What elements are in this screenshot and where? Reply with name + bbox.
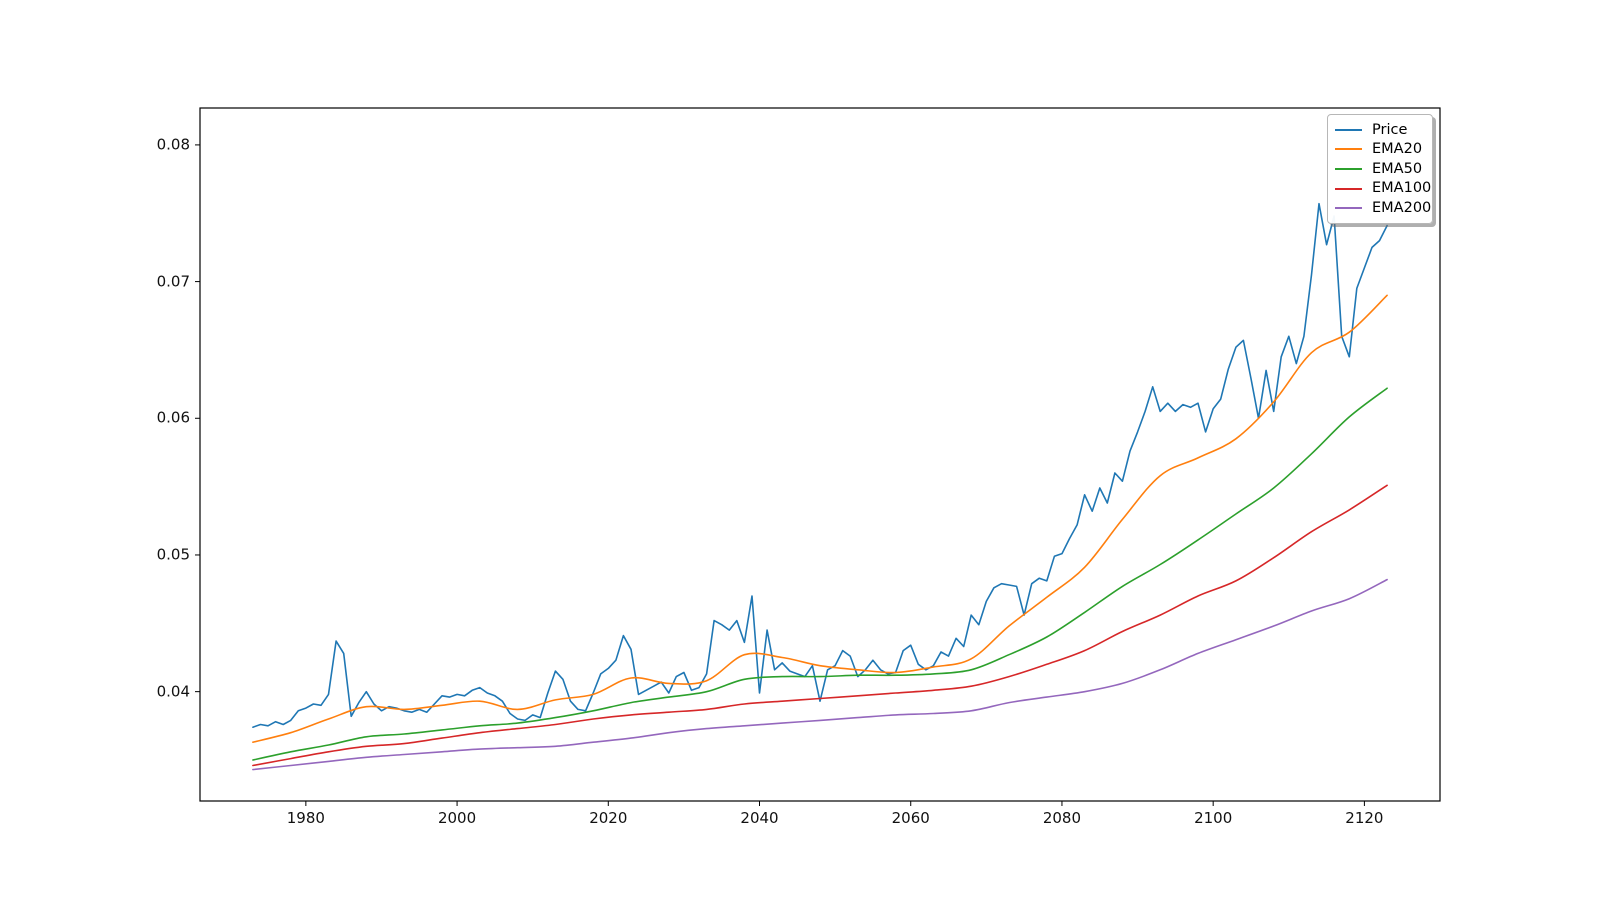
chart-legend: Price EMA20 EMA50 EMA100 EMA200 [1327,114,1433,224]
y-tick-label: 0.05 [156,545,190,564]
y-tick-label: 0.04 [156,682,190,701]
x-tick-label: 2000 [437,809,477,827]
legend-label: EMA100 [1372,180,1432,197]
x-tick-label: 2060 [891,809,930,827]
x-tick-label: 2020 [589,809,628,827]
ema100-legend-swatch-icon [1335,187,1362,190]
legend-item-ema100: EMA100 [1335,179,1432,199]
legend-item-ema20: EMA20 [1335,140,1428,160]
y-tick-label: 0.06 [156,408,190,427]
ema20-legend-swatch-icon [1335,148,1362,151]
plot-area-frame [199,107,1441,802]
x-tick-label: 2040 [740,809,779,827]
legend-label: EMA50 [1372,160,1423,177]
ema20-line [252,294,1388,743]
ema100-line [252,484,1388,767]
legend-label: EMA20 [1372,141,1423,158]
ema200-legend-swatch-icon [1335,207,1362,210]
price-legend-swatch-icon [1335,128,1362,131]
x-tick-label: 2100 [1194,809,1233,827]
x-tick-label: 1980 [286,809,325,827]
x-tick-label: 2120 [1345,809,1384,827]
price-line [252,202,1388,728]
legend-label: Price [1372,121,1408,138]
legend-item-price: Price [1335,120,1428,140]
y-tick-label: 0.07 [156,272,190,291]
ema50-legend-swatch-icon [1335,167,1362,170]
ema50-line [252,387,1388,761]
legend-label: EMA200 [1372,199,1432,216]
y-tick-label: 0.08 [156,135,190,154]
x-tick-label: 2080 [1042,809,1082,827]
legend-item-ema50: EMA50 [1335,159,1428,179]
legend-item-ema200: EMA200 [1335,198,1432,218]
ema200-line [252,578,1388,771]
